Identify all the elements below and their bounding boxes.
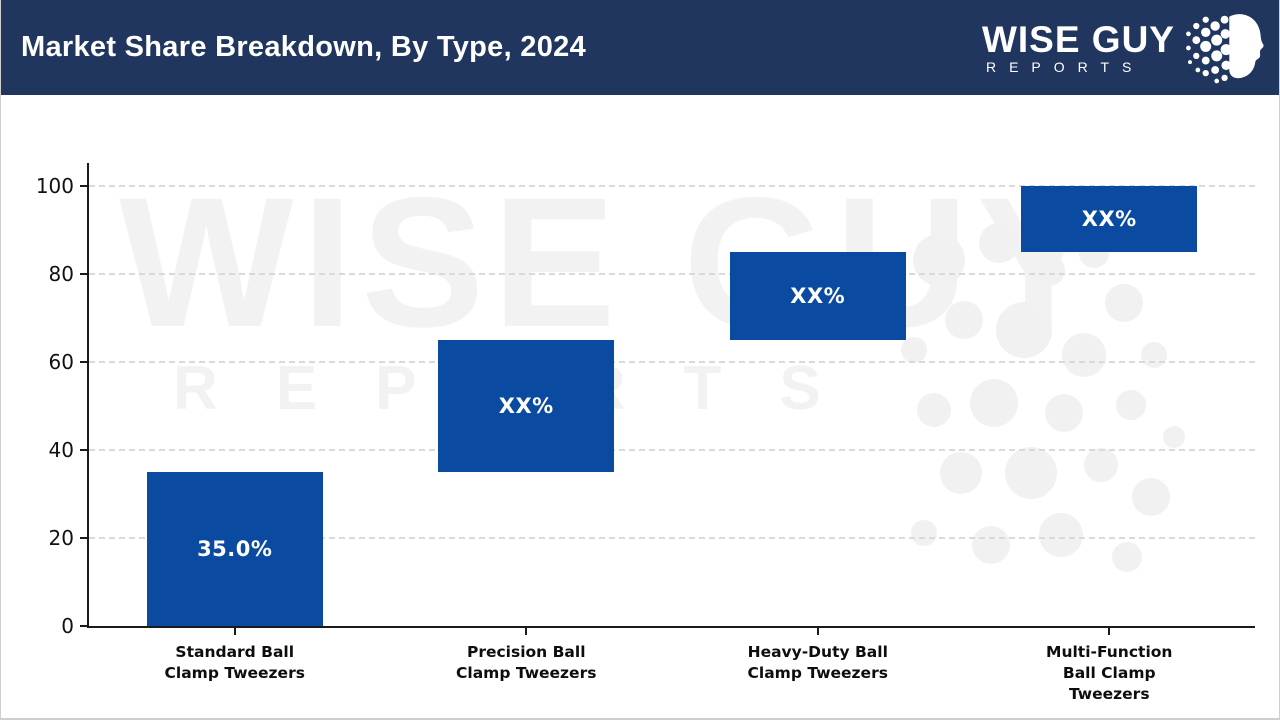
x-axis-line bbox=[87, 626, 1255, 628]
header: Market Share Breakdown, By Type, 2024 WI… bbox=[1, 0, 1279, 95]
gridline bbox=[89, 273, 1255, 275]
x-tick-mark bbox=[233, 628, 236, 635]
y-axis-tick-label: 80 bbox=[48, 262, 74, 286]
x-axis-category-label: Standard Ball Clamp Tweezers bbox=[164, 643, 305, 682]
logo-face-icon bbox=[1186, 13, 1264, 83]
y-axis-tick-label: 60 bbox=[48, 350, 74, 374]
logo-text: WISE GUY REPORTS bbox=[981, 18, 1175, 75]
y-axis-tick-label: 40 bbox=[48, 438, 74, 462]
gridline bbox=[89, 185, 1255, 187]
x-axis-category-label: Multi-Function Ball Clamp Tweezers bbox=[1046, 643, 1173, 703]
chart-title: Market Share Breakdown, By Type, 2024 bbox=[21, 31, 587, 63]
x-tick-mark bbox=[1108, 628, 1111, 635]
x-axis-category-label: Precision Ball Clamp Tweezers bbox=[456, 643, 597, 682]
gridline bbox=[89, 361, 1255, 363]
plot-area: WISE GUY REPORTS 02040608010035.0%Standa… bbox=[1, 95, 1279, 718]
y-tick-mark bbox=[80, 273, 87, 275]
y-tick-mark bbox=[80, 185, 87, 187]
y-axis-line bbox=[87, 163, 89, 628]
wise-guy-logo: WISE GUY REPORTS bbox=[982, 0, 1267, 95]
x-axis-category-label: Heavy-Duty Ball Clamp Tweezers bbox=[747, 643, 888, 682]
y-tick-mark bbox=[80, 361, 87, 363]
bar-value-label: XX% bbox=[498, 394, 554, 418]
gridline bbox=[89, 449, 1255, 451]
bar-value-label: 35.0% bbox=[197, 537, 273, 561]
x-tick-mark bbox=[816, 628, 819, 635]
y-tick-mark bbox=[80, 449, 87, 451]
bar: XX% bbox=[1021, 186, 1198, 252]
x-tick-mark bbox=[525, 628, 528, 635]
bar: 35.0% bbox=[146, 472, 323, 626]
y-tick-mark bbox=[80, 625, 87, 627]
bar-value-label: XX% bbox=[1081, 207, 1137, 231]
y-axis-tick-label: 0 bbox=[61, 614, 74, 638]
y-tick-mark bbox=[80, 537, 87, 539]
bar: XX% bbox=[729, 252, 906, 340]
logo-subtitle: REPORTS bbox=[985, 58, 1145, 75]
logo-wordmark: WISE GUY bbox=[981, 18, 1175, 60]
y-axis-tick-label: 100 bbox=[35, 174, 74, 198]
bar-value-label: XX% bbox=[790, 284, 846, 308]
watermark-face-icon bbox=[901, 223, 1185, 572]
y-axis-tick-label: 20 bbox=[48, 526, 74, 550]
bar: XX% bbox=[438, 340, 615, 472]
gridline bbox=[89, 537, 1255, 539]
